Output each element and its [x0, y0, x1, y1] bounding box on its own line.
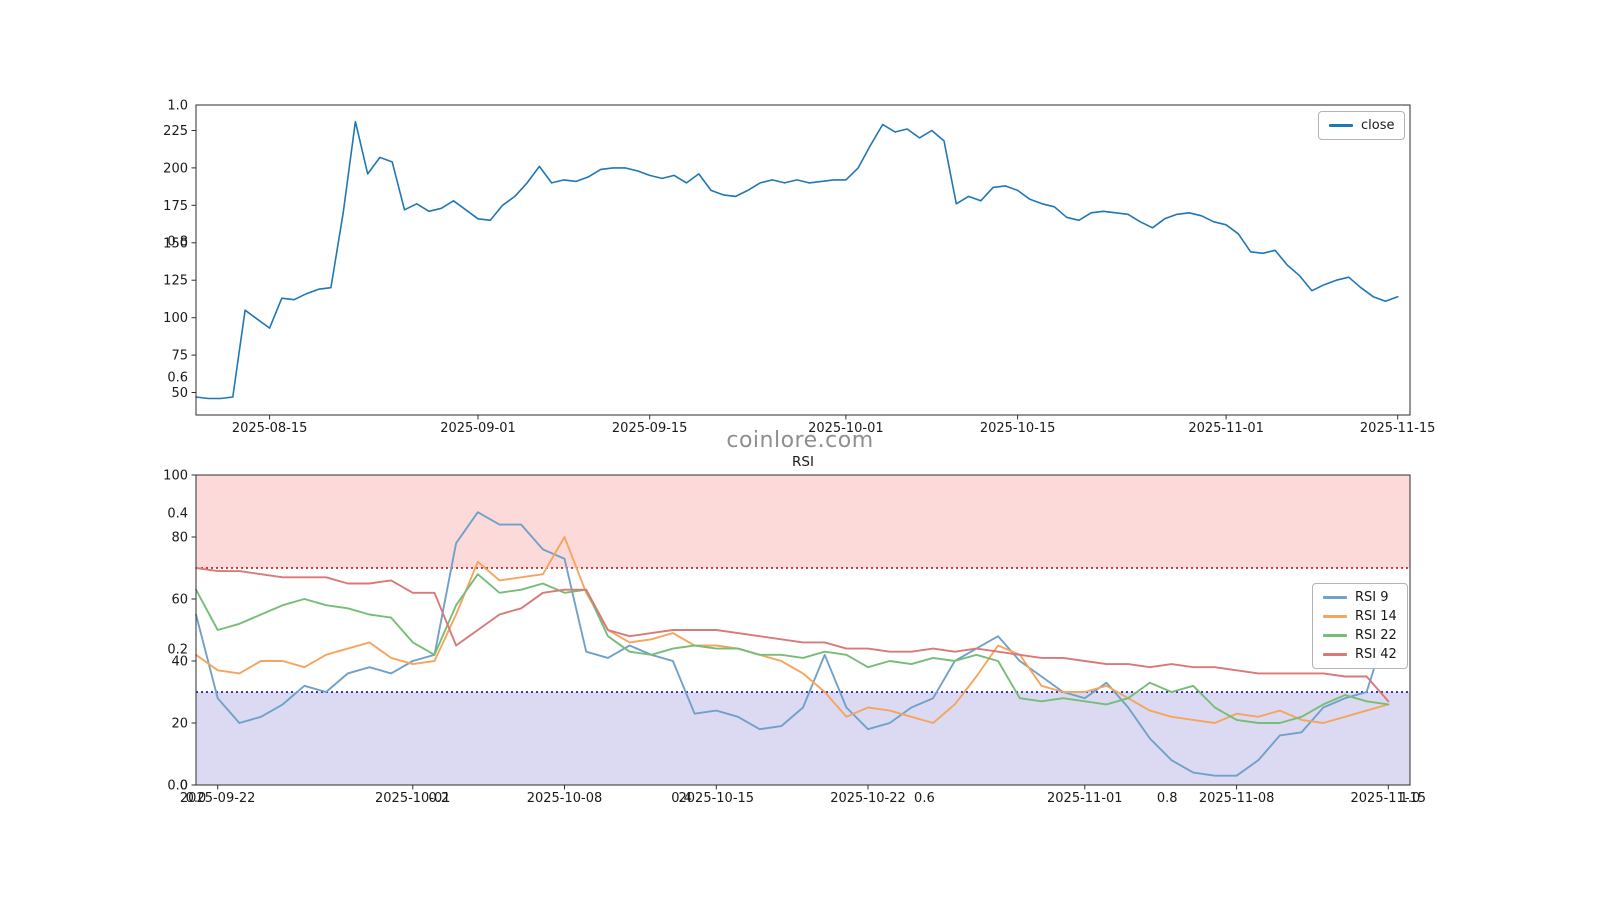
- y-tick-label: 0: [180, 779, 188, 794]
- y-tick-label: 150: [163, 236, 188, 251]
- y-tick-label: 100: [163, 469, 188, 484]
- y-tick-label: 125: [163, 274, 188, 289]
- rsi-legend: RSI 9 RSI 14 RSI 22 RSI 42: [1312, 583, 1408, 669]
- x-tick-label: 2025-10-22: [830, 791, 906, 806]
- legend-label: RSI 14: [1355, 609, 1397, 624]
- x-tick-label: 2025-10-01: [375, 791, 451, 806]
- axes-frame: [195, 474, 1411, 786]
- series-rsi-14: [195, 536, 1390, 724]
- x-tick-label: 2025-10-15: [980, 421, 1056, 436]
- series-rsi-42: [195, 567, 1390, 703]
- legend-line-sample: [1323, 596, 1347, 599]
- y-tick-label: 100: [163, 311, 188, 326]
- stray-y-tick-label: 0.6: [167, 371, 188, 386]
- legend-label: close: [1361, 118, 1395, 133]
- x-tick-label: 2025-09-22: [180, 791, 256, 806]
- y-tick-label: 40: [171, 655, 188, 670]
- legend-label: RSI 9: [1355, 590, 1389, 605]
- x-tick-label: 2025-11-15: [1351, 791, 1427, 806]
- y-tick-label: 60: [171, 593, 188, 608]
- series-rsi-9: [195, 511, 1390, 777]
- legend-line-sample: [1323, 653, 1347, 656]
- axes-frame: [195, 104, 1411, 416]
- legend-item: close: [1329, 118, 1394, 133]
- x-tick-label: 2025-11-08: [1199, 791, 1275, 806]
- legend-item: RSI 22: [1323, 628, 1397, 643]
- legend-item: RSI 42: [1323, 647, 1397, 662]
- legend-label: RSI 22: [1355, 628, 1397, 643]
- x-tick-label: 2025-11-01: [1188, 421, 1264, 436]
- series-rsi-22: [195, 573, 1390, 724]
- x-tick-label: 2025-10-01: [808, 421, 884, 436]
- stray-x-tick-label: 0.2: [428, 791, 449, 806]
- y-tick-label: 50: [171, 386, 188, 401]
- stray-y-tick-label: 0.4: [167, 507, 188, 522]
- x-tick-label: 2025-09-01: [440, 421, 516, 436]
- y-tick-label: 80: [171, 531, 188, 546]
- y-tick-label: 225: [163, 124, 188, 139]
- x-tick-label: 2025-09-15: [612, 421, 688, 436]
- series-close: [195, 120, 1399, 400]
- stray-y-tick-label: 0.2: [167, 643, 188, 658]
- price-legend: close: [1318, 111, 1406, 140]
- legend-item: RSI 9: [1323, 590, 1397, 605]
- x-tick-label: 2025-11-15: [1360, 421, 1436, 436]
- legend-line-sample: [1323, 634, 1347, 637]
- legend-line-sample: [1323, 615, 1347, 618]
- legend-line-sample: [1329, 124, 1353, 127]
- stray-y-tick-label: 0.0: [167, 779, 188, 794]
- stray-x-tick-label: 0.0: [186, 791, 207, 806]
- threshold-band: [196, 475, 1410, 568]
- stray-y-tick-label: 1.0: [167, 99, 188, 114]
- x-tick-label: 2025-10-08: [527, 791, 603, 806]
- y-tick-label: 20: [171, 717, 188, 732]
- x-tick-label: 2025-10-15: [679, 791, 755, 806]
- stray-x-tick-label: 0.8: [1157, 791, 1178, 806]
- y-tick-label: 75: [171, 349, 188, 364]
- legend-item: RSI 14: [1323, 609, 1397, 624]
- stray-x-tick-label: 0.4: [671, 791, 692, 806]
- y-tick-label: 175: [163, 199, 188, 214]
- stray-y-tick-label: 0.8: [167, 235, 188, 250]
- x-tick-label: 2025-08-15: [232, 421, 308, 436]
- stray-x-tick-label: 1.0: [1400, 791, 1421, 806]
- rsi-chart-title: RSI: [792, 454, 814, 470]
- watermark: coinlore.com: [726, 428, 874, 453]
- x-tick-label: 2025-11-01: [1047, 791, 1123, 806]
- legend-label: RSI 42: [1355, 647, 1397, 662]
- y-tick-label: 200: [163, 161, 188, 176]
- stray-x-tick-label: 0.6: [914, 791, 935, 806]
